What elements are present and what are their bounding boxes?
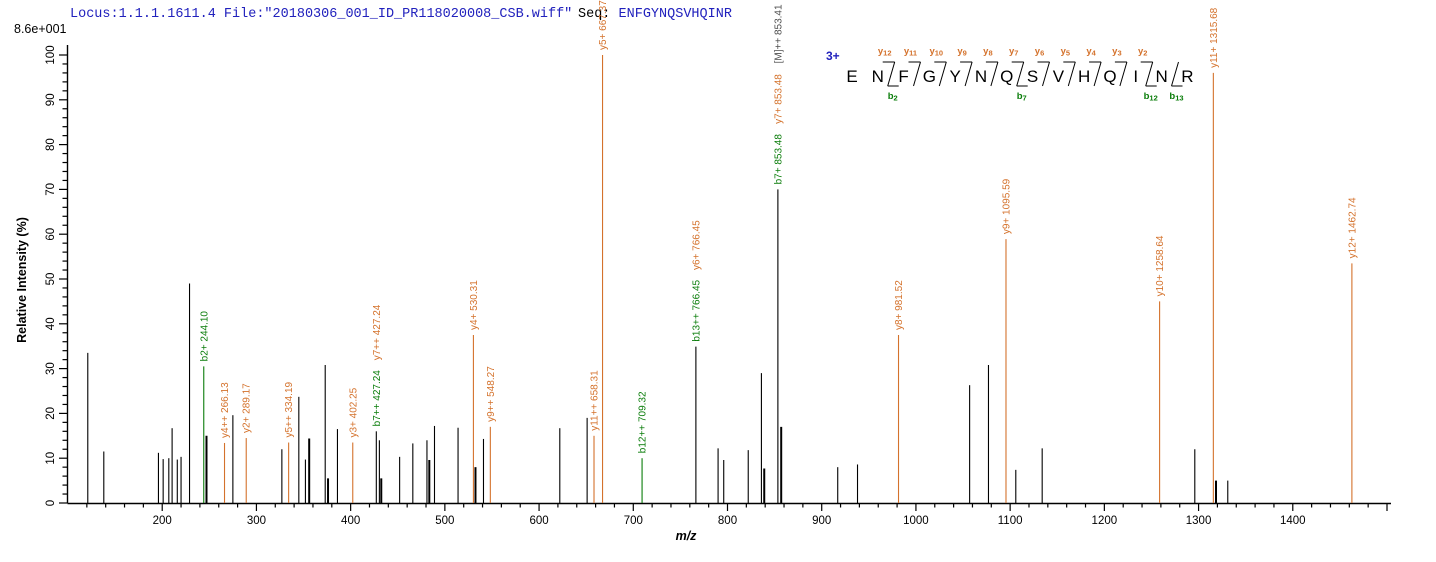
peak-label: y5++ 334.19 [284, 381, 295, 437]
peak-label: y3+ 402.25 [348, 387, 359, 437]
residue-letter: S [1027, 67, 1038, 86]
cleavage-mark [1093, 61, 1102, 87]
y-ion-label: y11 [904, 46, 917, 58]
y-tick-label: 20 [45, 407, 57, 420]
peak-label: y7++ 427.24 [372, 304, 383, 360]
y-tick-label: 10 [45, 452, 57, 465]
y-ion-label: y4 [1086, 46, 1096, 58]
x-tick-label: 1200 [1092, 515, 1118, 527]
peak-label: y5+ 667.37 [598, 0, 609, 50]
y-ion-label: y9 [957, 46, 966, 58]
peak-label: y4++ 266.13 [220, 382, 231, 438]
cleavage-mark [1171, 61, 1179, 87]
peak-label: y9++ 548.27 [486, 366, 497, 422]
y-tick-label: 0 [45, 500, 57, 506]
cleavage-mark [964, 61, 973, 87]
cleavage-mark [1016, 61, 1025, 87]
x-tick-label: 500 [435, 515, 454, 527]
locus-file-label: Locus:1.1.1.1611.4 File:"20180306_001_ID… [70, 7, 573, 22]
residue-letter: Q [1000, 67, 1013, 86]
cleavage-mark [913, 61, 921, 87]
b-ion-label: b12 [1144, 91, 1158, 103]
charge-state: 3+ [826, 49, 840, 63]
cleavage-mark [1119, 61, 1128, 87]
peak-label: y10+ 1258.64 [1155, 235, 1166, 296]
residue-letter: F [898, 67, 908, 86]
peak-label: b2+ 244.10 [199, 311, 210, 362]
x-tick-label: 600 [529, 515, 548, 527]
cleavage-mark [1067, 61, 1076, 87]
y-ion-label: y2 [1138, 46, 1147, 58]
y-tick-label: 80 [45, 138, 57, 151]
cleavage-mark [938, 61, 947, 87]
peak-label: y7+ 853.48 [773, 74, 784, 124]
x-tick-label: 700 [624, 515, 643, 527]
y-tick-label: 70 [45, 183, 57, 196]
peak-label: b7+ 853.48 [773, 134, 784, 185]
y-tick-label: 100 [45, 45, 57, 64]
y-ion-label: y10 [929, 46, 943, 58]
peak-label: b7++ 427.24 [372, 370, 383, 427]
base-peak-intensity: 8.6e+001 [14, 22, 67, 36]
x-tick-label: 1100 [998, 515, 1023, 527]
peak-label: [M]++ 853.41 [773, 4, 784, 63]
axis-title-intensity: Relative Intensity (%) [15, 217, 29, 343]
y-ion-label: y7 [1009, 46, 1018, 58]
b-ion-label: b2 [888, 91, 898, 103]
peak-label: y11+ 1315.68 [1209, 7, 1220, 68]
y-ion-label: y3 [1112, 46, 1121, 58]
x-tick-label: 1000 [903, 515, 929, 527]
y-ion-label: y8 [983, 46, 992, 58]
x-tick-label: 200 [153, 515, 172, 527]
residue-letter: I [1133, 67, 1138, 86]
peak-label: y8+ 981.52 [894, 280, 905, 330]
peak-label: y12+ 1462.74 [1347, 197, 1358, 258]
residue-letter: G [923, 67, 936, 86]
x-tick-label: 300 [247, 515, 266, 527]
peak-label: b13++ 766.45 [691, 279, 702, 341]
y-ion-label: y12 [878, 46, 892, 58]
residue-letter: N [872, 67, 884, 86]
peak-label: y4+ 530.31 [469, 280, 480, 330]
residue-letter: N [1155, 67, 1167, 86]
y-tick-label: 90 [45, 93, 57, 106]
y-tick-label: 30 [45, 362, 57, 375]
y-tick-label: 40 [45, 317, 57, 330]
peak-label: y6+ 766.45 [691, 220, 702, 270]
residue-letter: R [1181, 67, 1193, 86]
x-tick-label: 1400 [1280, 515, 1306, 527]
y-ion-label: y5 [1061, 46, 1070, 58]
peak-label: y9+ 1095.59 [1001, 178, 1012, 234]
y-tick-label: 60 [45, 228, 57, 241]
cleavage-mark [1145, 61, 1154, 87]
cleavage-mark [1042, 61, 1050, 87]
sequence-header: Seq: ENFGYNQSVHQINR [578, 7, 732, 22]
peak-label: y2+ 289.17 [242, 383, 253, 433]
residue-letter: Q [1103, 67, 1116, 86]
x-tick-label: 1300 [1186, 515, 1212, 527]
seq-value: ENFGYNQSVHQINR [618, 7, 732, 22]
y-ion-label: y6 [1035, 46, 1044, 58]
residue-letter: H [1078, 67, 1090, 86]
residue-letter: N [975, 67, 987, 86]
y-tick-label: 50 [45, 273, 57, 286]
residue-letter: Y [950, 67, 961, 86]
axis-title-mz: m/z [676, 529, 698, 543]
residue-letter: E [846, 67, 857, 86]
cleavage-mark [887, 61, 896, 87]
seq-label: Seq: [578, 7, 619, 22]
x-tick-label: 800 [718, 515, 737, 527]
cleavage-mark [990, 61, 999, 87]
b-ion-label: b13 [1169, 91, 1183, 103]
residue-letter: V [1053, 67, 1065, 86]
b-ion-label: b7 [1017, 91, 1027, 103]
peak-label: y11++ 658.31 [590, 370, 601, 431]
x-tick-label: 900 [812, 515, 831, 527]
x-tick-label: 400 [341, 515, 360, 527]
peak-label: b12++ 709.32 [638, 391, 649, 453]
